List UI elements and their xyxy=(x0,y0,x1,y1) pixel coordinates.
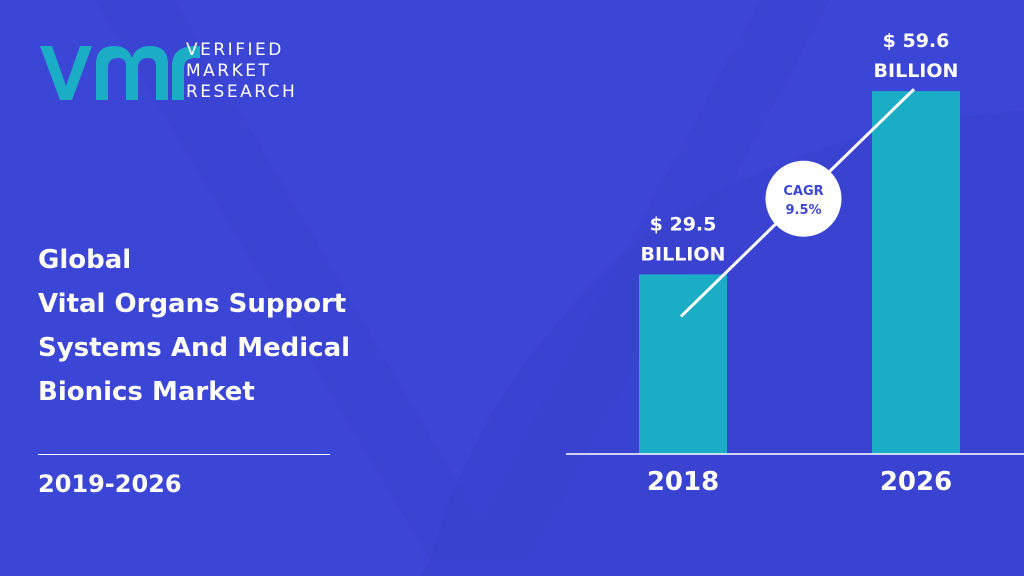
cagr-label: CAGR xyxy=(783,184,823,199)
x-tick-label: 2026 xyxy=(880,467,952,497)
data-label-unit: BILLION xyxy=(874,60,959,82)
data-label-unit: BILLION xyxy=(641,243,726,265)
brand-name: VERIFIED MARKET RESEARCH xyxy=(186,40,297,103)
brand-name-line: RESEARCH xyxy=(186,82,298,102)
bar-2026 xyxy=(872,91,960,454)
title-line: Global xyxy=(38,245,132,275)
x-tick-label: 2018 xyxy=(647,467,719,497)
page-title: Global Vital Organs Support Systems And … xyxy=(38,238,350,414)
bar-2018 xyxy=(639,274,727,454)
data-label-value: $ 59.6 xyxy=(883,30,950,52)
forecast-period: 2019-2026 xyxy=(38,470,182,498)
cagr-badge xyxy=(765,160,842,237)
bar-chart: $ 29.5 BILLION 2018 $ 59.6 BILLION 2026 CAGR 9.… xyxy=(566,30,1024,497)
brand-name-line: VERIFIED xyxy=(186,40,284,60)
title-line: Vital Organs Support xyxy=(38,289,347,319)
brand-name-line: MARKET xyxy=(186,61,272,81)
vmr-logo-icon xyxy=(40,46,200,100)
cagr-value: 9.5% xyxy=(785,203,821,218)
divider xyxy=(38,454,330,455)
title-line: Bionics Market xyxy=(38,377,255,407)
title-line: Systems And Medical xyxy=(38,333,351,363)
data-label-value: $ 29.5 xyxy=(650,213,717,235)
